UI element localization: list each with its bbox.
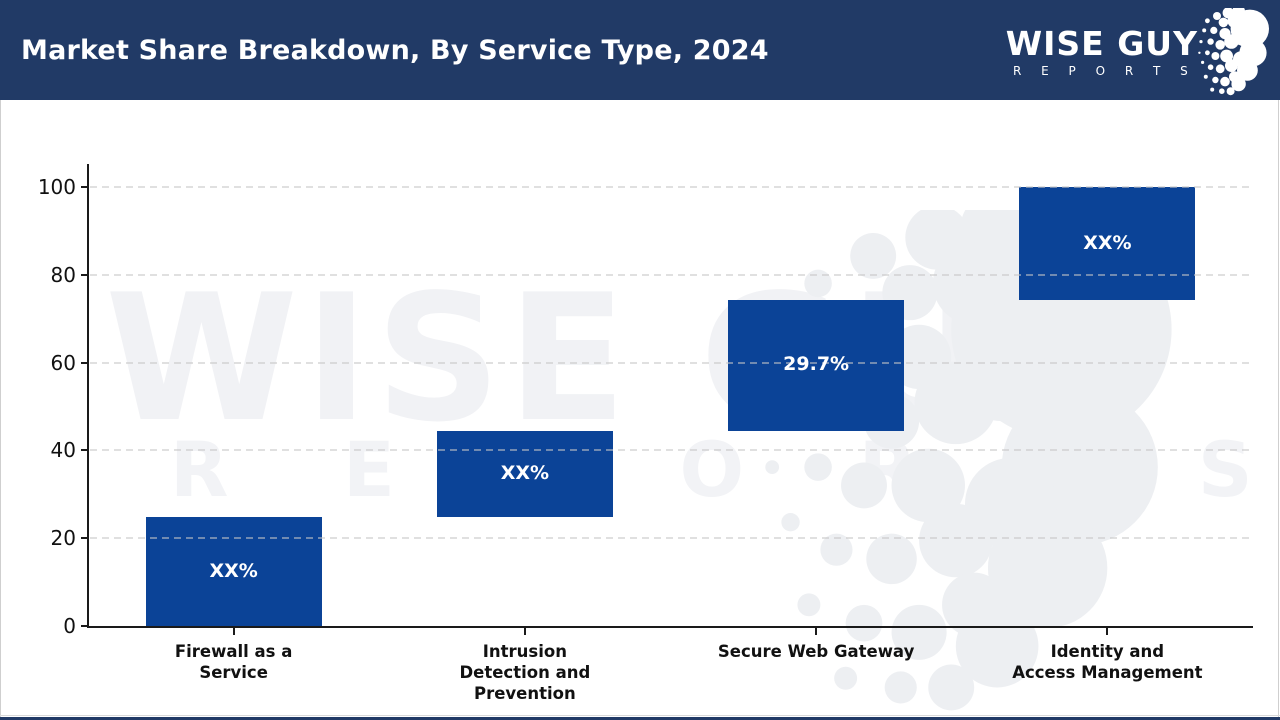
category-label-line: Access Management (1012, 663, 1203, 682)
x-tick-mark (523, 628, 526, 635)
category-label-line: Service (199, 663, 268, 682)
bar-value-label: 29.7% (783, 353, 850, 376)
y-tick-label: 100 (37, 175, 76, 199)
y-tick-mark (81, 537, 88, 540)
waterfall-bar-segment (728, 300, 905, 431)
x-tick-mark (232, 628, 235, 635)
y-gridline (90, 186, 1253, 188)
logo-text: WISE GUY R E P O R T S (1006, 27, 1198, 78)
face-dots-icon (1198, 8, 1269, 96)
waterfall-bar-segment (436, 430, 613, 518)
y-tick-mark (81, 625, 88, 627)
category-label-line: Detection and (459, 663, 591, 682)
y-gridline (90, 537, 1253, 540)
waterfall-bar-segment (145, 517, 322, 626)
category-label-line: Identity and (1050, 642, 1165, 661)
y-tick-label: 0 (63, 614, 76, 638)
category-label-line: Prevention (474, 684, 576, 703)
category-label: Identity and Access Management (957, 641, 1257, 683)
category-label: Secure Web Gateway (666, 641, 966, 662)
category-label-line: Intrusion (482, 642, 567, 661)
y-tick-label: 20 (50, 526, 76, 551)
category-label: Firewall as a Service (84, 641, 384, 683)
y-tick-label: 80 (50, 262, 76, 287)
right-border (1278, 100, 1279, 717)
category-label-line: Secure Web Gateway (717, 642, 915, 661)
bar-value-label: XX% (500, 461, 550, 484)
x-tick-mark (815, 628, 818, 635)
y-gridline (90, 273, 1253, 276)
bottom-border (0, 715, 1280, 716)
y-tick-label: 40 (50, 438, 76, 463)
bar-value-label: XX% (209, 559, 258, 582)
bar-value-label: XX% (1083, 231, 1132, 254)
y-tick-mark (81, 361, 88, 364)
logo-wordmark: WISE GUY (1005, 23, 1198, 63)
category-label-line: Firewall as a (174, 642, 293, 661)
logo-subtitle: R E P O R T S (1012, 63, 1196, 78)
y-tick-mark (81, 186, 88, 188)
x-axis-line (87, 626, 1253, 628)
x-tick-mark (1106, 628, 1109, 635)
y-gridline (90, 449, 1253, 452)
wise-guy-reports-logo: WISE GUY R E P O R T S (1006, 8, 1274, 96)
y-tick-label: 60 (50, 350, 76, 375)
header-banner: Market Share Breakdown, By Service Type,… (0, 0, 1280, 100)
y-tick-mark (81, 449, 88, 452)
y-tick-mark (81, 273, 88, 276)
chart-area: WISE GUY R E P O R T S 0 20 40 60 80 100 XX% Fi… (0, 100, 1280, 720)
page-title: Market Share Breakdown, By Service Type,… (21, 34, 769, 66)
y-gridline (90, 361, 1253, 364)
footer-strip (0, 717, 1280, 720)
left-border (0, 100, 1, 717)
waterfall-bar-segment (1019, 187, 1196, 301)
category-label: Intrusion Detection and Prevention (375, 641, 675, 704)
y-axis-line (87, 164, 89, 628)
